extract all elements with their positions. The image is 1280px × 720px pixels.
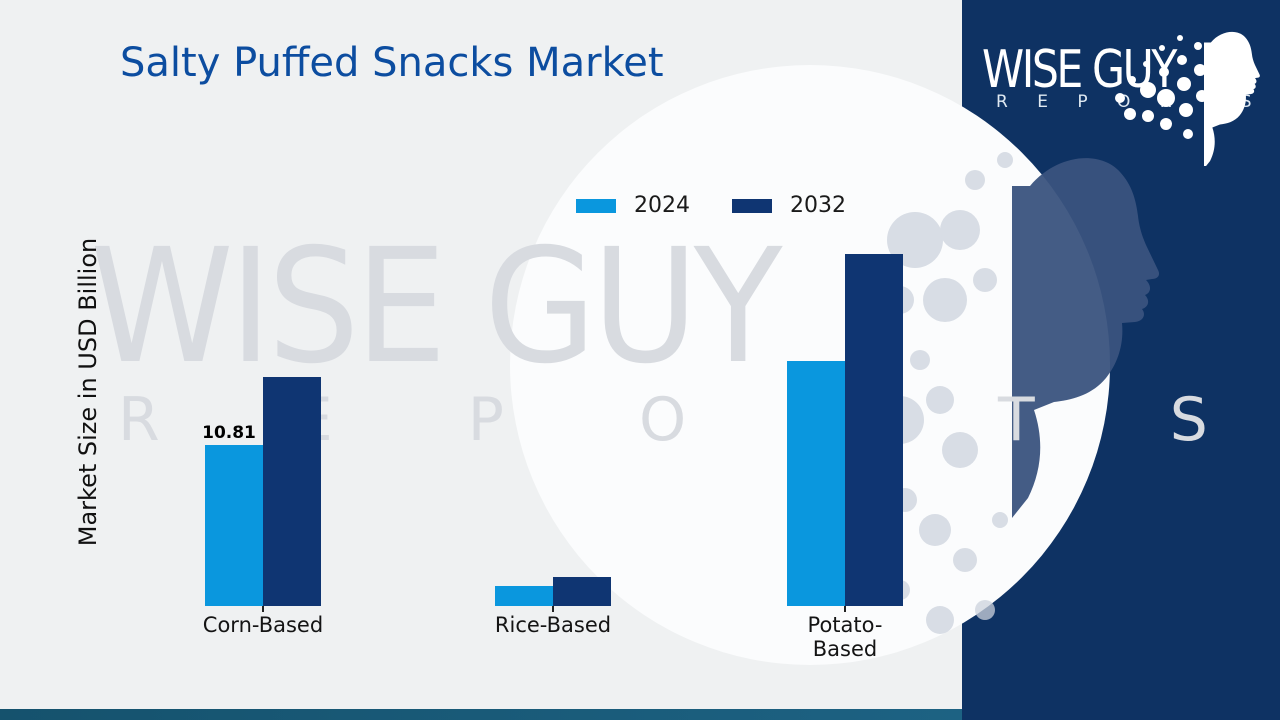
x-tick xyxy=(262,606,264,612)
legend-swatch-2024 xyxy=(576,198,616,213)
y-axis-label: Market Size in USD Billion xyxy=(74,237,102,547)
legend-label-2024: 2024 xyxy=(634,193,690,218)
bar-value-label: 10.81 xyxy=(202,423,256,443)
category-label-rice-based: Rice-Based xyxy=(494,613,612,637)
bar-2032-potato-based xyxy=(845,254,903,606)
category-label-potato-based: Potato-Based xyxy=(807,613,883,661)
bar-2024-corn-based xyxy=(205,445,263,606)
x-tick xyxy=(844,606,846,612)
page-title: Salty Puffed Snacks Market xyxy=(120,40,664,86)
bar-2024-potato-based xyxy=(787,361,845,606)
logo-head-icon xyxy=(1115,31,1260,166)
watermark-line1: WISE GUY xyxy=(90,215,783,399)
category-label-corn-based: Corn-Based xyxy=(202,613,324,637)
legend: 2024 2032 xyxy=(576,193,846,218)
x-tick xyxy=(552,606,554,612)
footer-bar xyxy=(0,709,962,720)
legend-item-2024: 2024 xyxy=(576,193,690,218)
bar-2032-rice-based xyxy=(553,577,611,606)
legend-item-2032: 2032 xyxy=(732,193,846,218)
bar-2024-rice-based xyxy=(495,586,553,606)
legend-swatch-2032 xyxy=(732,198,772,213)
bar-2032-corn-based xyxy=(263,377,321,606)
legend-label-2032: 2032 xyxy=(790,193,846,218)
